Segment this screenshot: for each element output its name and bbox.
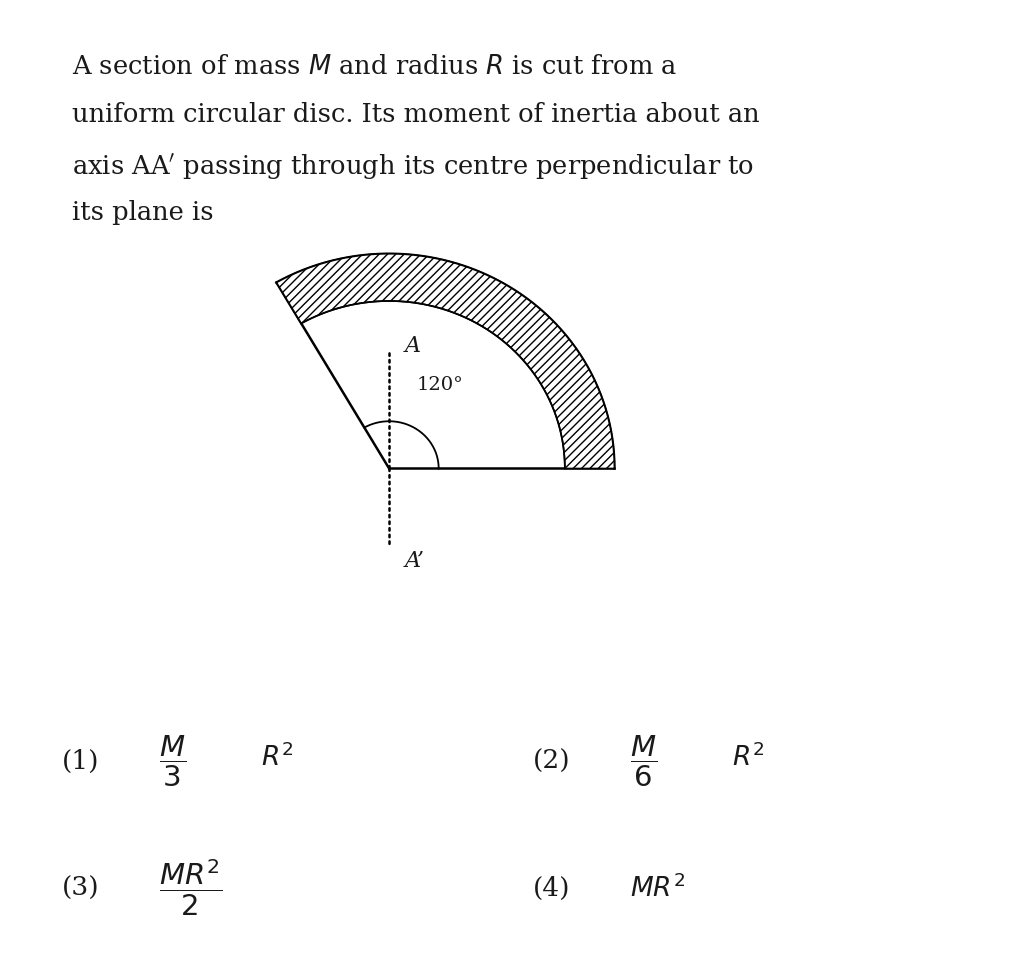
Text: its plane is: its plane is [72, 200, 213, 225]
Text: A section of mass $M$ and radius $R$ is cut from a: A section of mass $M$ and radius $R$ is … [72, 54, 677, 79]
Text: $\dfrac{M}{6}$: $\dfrac{M}{6}$ [630, 734, 656, 789]
Text: $\dfrac{M}{3}$: $\dfrac{M}{3}$ [159, 734, 185, 789]
Polygon shape [276, 254, 614, 468]
Text: $R^2$: $R^2$ [261, 742, 293, 771]
Text: (1): (1) [61, 749, 99, 774]
Text: $\dfrac{MR^2}{2}$: $\dfrac{MR^2}{2}$ [159, 858, 222, 918]
Polygon shape [276, 254, 614, 468]
Text: (2): (2) [532, 749, 570, 774]
Text: axis AA$'$ passing through its centre perpendicular to: axis AA$'$ passing through its centre pe… [72, 151, 754, 182]
Text: uniform circular disc. Its moment of inertia about an: uniform circular disc. Its moment of ine… [72, 102, 760, 128]
Text: A’: A’ [404, 550, 425, 572]
Text: $MR^2$: $MR^2$ [630, 874, 685, 903]
Text: $R^2$: $R^2$ [732, 742, 764, 771]
Text: A: A [404, 336, 421, 357]
Text: (3): (3) [61, 875, 99, 901]
Text: (4): (4) [532, 875, 570, 901]
Text: 120°: 120° [417, 376, 463, 393]
